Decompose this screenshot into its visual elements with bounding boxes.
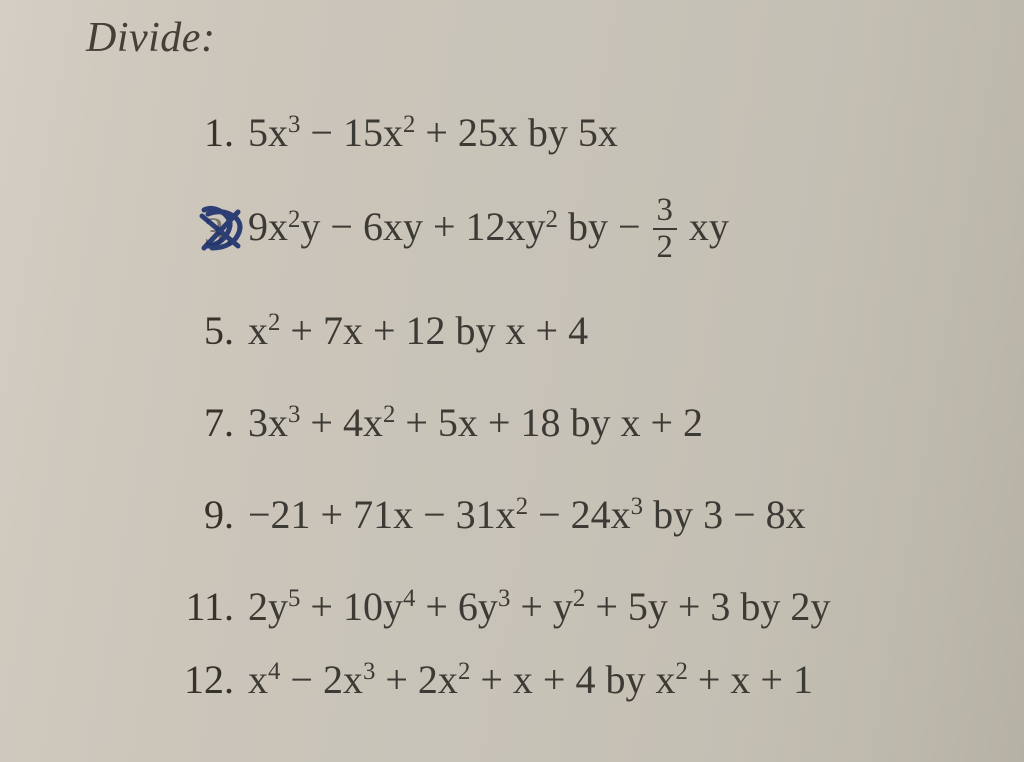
problem-expression: x4 − 2x3 + 2x2 + x + 4 by x2 + x + 1 xyxy=(248,652,813,703)
problem-item-partial: 12. x4 − 2x3 + 2x2 + x + 4 by x2 + x + 1 xyxy=(176,652,1004,712)
printed-number: 3. xyxy=(204,209,234,254)
problem-number: 11. xyxy=(176,583,248,630)
problem-item: 9. −21 + 71x − 31x2 − 24x3 by 3 − 8x xyxy=(176,468,1004,560)
problem-number: 5. xyxy=(176,307,248,354)
problem-expression: x2 + 7x + 12 by x + 4 xyxy=(248,307,588,354)
problem-expression: −21 + 71x − 31x2 − 24x3 by 3 − 8x xyxy=(248,491,806,538)
problem-expression: 2y5 + 10y4 + 6y3 + y2 + 5y + 3 by 2y xyxy=(248,583,829,630)
problem-number-crossed: 3. xyxy=(176,208,248,255)
problem-item: 5. x2 + 7x + 12 by x + 4 xyxy=(176,284,1004,376)
problem-number: 7. xyxy=(176,399,248,446)
problem-number: 9. xyxy=(176,491,248,538)
problem-item: 7. 3x3 + 4x2 + 5x + 18 by x + 2 xyxy=(176,376,1004,468)
problem-number: 12. xyxy=(176,652,248,703)
problem-item: 1. 5x3 − 15x2 + 25x by 5x xyxy=(176,86,1004,178)
problem-item: 11. 2y5 + 10y4 + 6y3 + y2 + 5y + 3 by 2y xyxy=(176,560,1004,652)
problem-list: 1. 5x3 − 15x2 + 25x by 5x 3. 9x2y − 6xy … xyxy=(86,86,1004,712)
section-heading: Divide: xyxy=(86,14,1004,62)
problem-expression: 9x2y − 6xy + 12xy2 by − 32 xy xyxy=(248,196,729,266)
page: Divide: 1. 5x3 − 15x2 + 25x by 5x 3. 9x2… xyxy=(0,0,1024,762)
problem-number: 1. xyxy=(176,109,248,156)
problem-expression: 3x3 + 4x2 + 5x + 18 by x + 2 xyxy=(248,399,703,446)
problem-expression: 5x3 − 15x2 + 25x by 5x xyxy=(248,109,618,156)
problem-item: 3. 9x2y − 6xy + 12xy2 by − 32 xy xyxy=(176,178,1004,284)
